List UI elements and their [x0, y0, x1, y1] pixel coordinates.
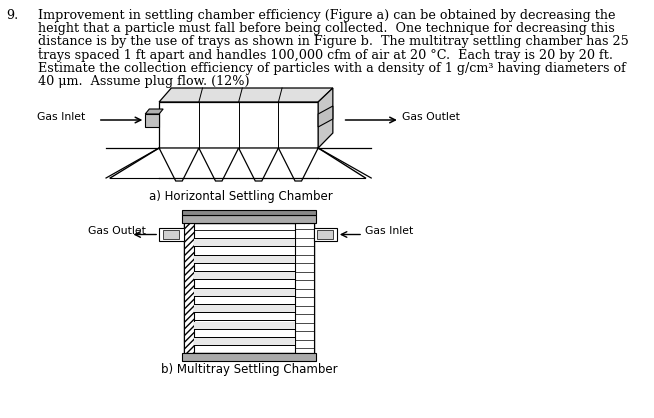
Bar — [194, 338, 296, 345]
Text: distance is by the use of trays as shown in Figure b.  The multitray settling ch: distance is by the use of trays as shown… — [39, 36, 629, 48]
Bar — [182, 210, 316, 215]
Bar — [163, 230, 179, 239]
Polygon shape — [239, 148, 279, 181]
Text: Gas Outlet: Gas Outlet — [402, 112, 460, 122]
Bar — [194, 305, 296, 312]
Text: height that a particle must fall before being collected.  One technique for decr: height that a particle must fall before … — [39, 22, 615, 35]
Polygon shape — [159, 88, 333, 102]
Text: Gas Inlet: Gas Inlet — [365, 227, 413, 237]
Bar — [184, 223, 314, 353]
Bar — [194, 240, 296, 247]
Bar — [184, 223, 194, 353]
Polygon shape — [279, 148, 318, 181]
Text: Gas Inlet: Gas Inlet — [37, 112, 85, 122]
Bar — [314, 228, 337, 241]
Text: 9.: 9. — [7, 9, 19, 22]
Bar — [194, 272, 296, 279]
Text: Gas Outlet: Gas Outlet — [88, 227, 146, 237]
Polygon shape — [145, 114, 159, 127]
Text: b) Multitray Settling Chamber: b) Multitray Settling Chamber — [160, 363, 337, 376]
Bar — [194, 321, 296, 329]
Text: Estimate the collection efficiency of particles with a density of 1 g/cm³ having: Estimate the collection efficiency of pa… — [39, 62, 627, 75]
Bar — [182, 215, 316, 223]
Polygon shape — [159, 102, 318, 148]
Bar — [184, 223, 194, 353]
Polygon shape — [199, 148, 239, 181]
Text: trays spaced 1 ft apart and handles 100,000 cfm of air at 20 °C.  Each tray is 2: trays spaced 1 ft apart and handles 100,… — [39, 48, 613, 61]
Text: a) Horizontal Settling Chamber: a) Horizontal Settling Chamber — [149, 190, 332, 203]
Polygon shape — [145, 109, 163, 114]
Bar — [182, 353, 316, 361]
Text: 40 μm.  Assume plug flow. (12%): 40 μm. Assume plug flow. (12%) — [39, 75, 250, 88]
Bar — [159, 228, 184, 241]
Bar — [296, 223, 314, 353]
Polygon shape — [159, 148, 199, 181]
Bar — [194, 289, 296, 296]
Polygon shape — [318, 88, 333, 148]
Bar — [194, 256, 296, 263]
Bar — [317, 230, 333, 239]
Polygon shape — [318, 106, 333, 127]
Text: Improvement in settling chamber efficiency (Figure a) can be obtained by decreas: Improvement in settling chamber efficien… — [39, 9, 616, 22]
